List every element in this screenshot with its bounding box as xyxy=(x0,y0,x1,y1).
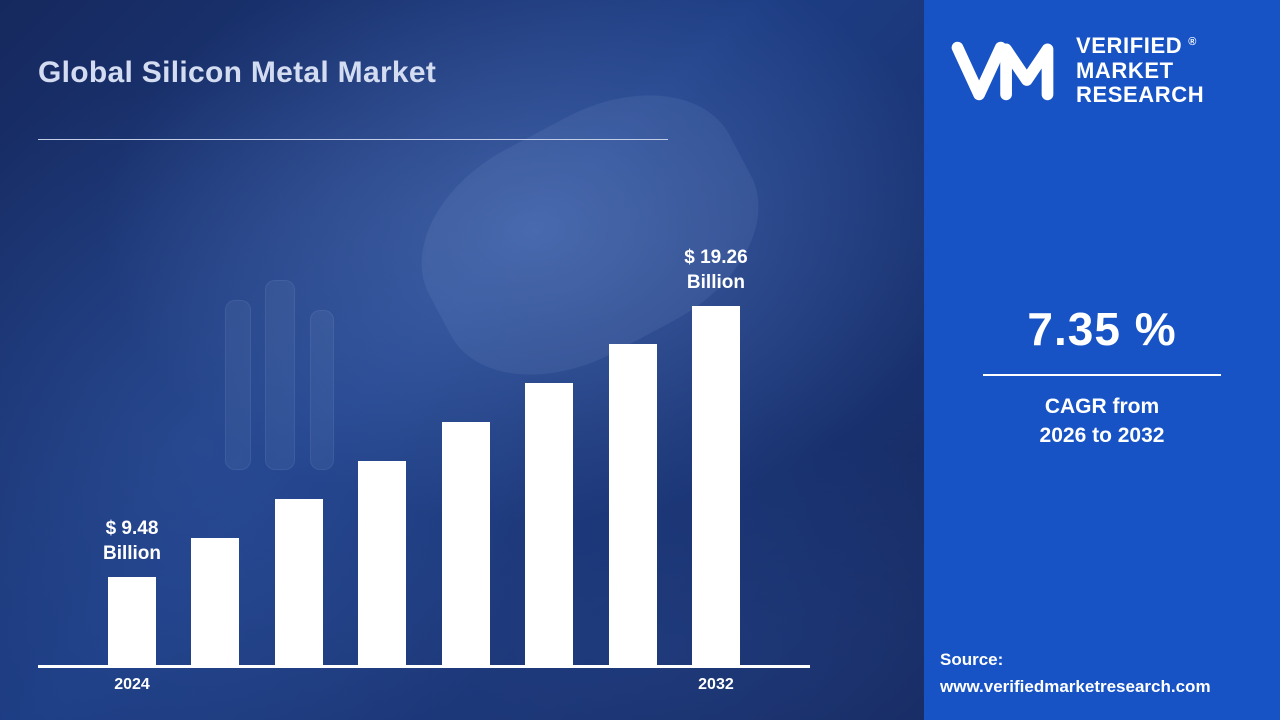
x-axis-labels: 2024 2032 xyxy=(38,676,810,694)
brand-line-3: RESEARCH xyxy=(1076,82,1205,108)
bar-chart-plot-area: $ 9.48 Billion $ 19.26 Billion xyxy=(38,247,810,668)
bar-chart: $ 9.48 Billion $ 19.26 Billion 2024 2032 xyxy=(38,247,810,694)
cagr-caption: CAGR from 2026 to 2032 xyxy=(924,392,1280,451)
bar-slot xyxy=(358,288,407,665)
vmr-logo-icon xyxy=(951,41,1054,101)
x-axis-label xyxy=(525,676,573,694)
bar-value-label: $ 19.26 Billion xyxy=(684,246,748,294)
registered-trademark: ® xyxy=(1188,35,1197,48)
lab-photo-decoration xyxy=(225,300,251,470)
x-axis-label xyxy=(442,676,490,694)
x-axis-label xyxy=(191,676,239,694)
bar xyxy=(191,538,240,665)
source-label: Source: xyxy=(940,650,1004,670)
brand-name: VERIFIED ® MARKET RESEARCH xyxy=(1076,33,1205,108)
cagr-value: 7.35 % xyxy=(1027,303,1177,355)
source-url: www.verifiedmarketresearch.com xyxy=(940,676,1211,696)
bar xyxy=(608,344,657,665)
source-block: Source: www.verifiedmarketresearch.com xyxy=(940,647,1211,700)
bar-slot xyxy=(608,288,657,665)
bar-slot xyxy=(441,288,490,665)
bar xyxy=(358,461,407,665)
x-axis-label: 2024 xyxy=(114,676,150,693)
brand-line-1: VERIFIED ® xyxy=(1076,33,1197,58)
cagr-stat-block: 7.35 % CAGR from 2026 to 2032 xyxy=(924,302,1280,451)
bar xyxy=(525,383,574,665)
bar-slot xyxy=(525,288,574,665)
bar xyxy=(274,499,323,665)
cagr-underline xyxy=(983,374,1221,376)
bar-slot xyxy=(274,288,323,665)
x-axis-label: 2032 xyxy=(698,676,734,693)
page-title: Global Silicon Metal Market xyxy=(38,56,437,89)
bar xyxy=(108,577,156,665)
title-underline xyxy=(38,139,668,140)
brand-line-2: MARKET xyxy=(1076,57,1174,83)
lab-photo-decoration xyxy=(265,280,295,470)
cagr-caption-line-1: CAGR from xyxy=(1044,395,1160,418)
bar-slot: $ 9.48 Billion xyxy=(103,288,161,665)
brand-logo-block: VERIFIED ® MARKET RESEARCH xyxy=(924,0,1280,108)
x-axis-label xyxy=(275,676,323,694)
x-axis-label xyxy=(358,676,406,694)
cagr-caption-line-2: 2026 to 2032 xyxy=(1039,424,1165,448)
brand-panel: VERIFIED ® MARKET RESEARCH 7.35 % CAGR fr… xyxy=(924,0,1280,720)
bar xyxy=(691,306,740,665)
lab-photo-decoration xyxy=(310,310,334,470)
bar xyxy=(441,422,490,665)
x-axis-label xyxy=(609,676,657,694)
bar-slot xyxy=(191,288,240,665)
bar-slot: $ 19.26 Billion xyxy=(684,247,748,665)
bar-value-label: $ 9.48 Billion xyxy=(102,517,162,565)
